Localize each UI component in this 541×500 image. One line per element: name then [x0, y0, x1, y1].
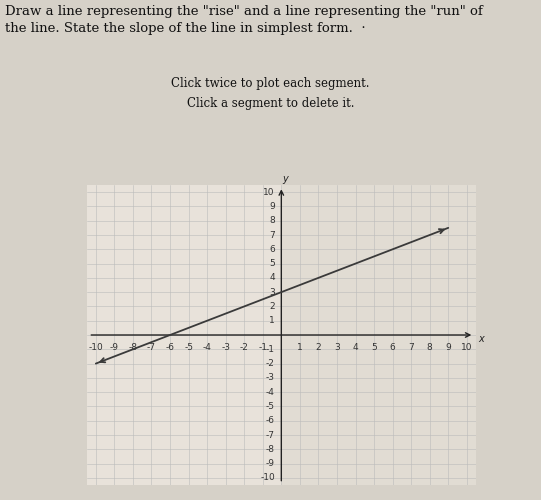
Text: 2: 2 [315, 343, 321, 352]
Text: 5: 5 [371, 343, 377, 352]
Text: 6: 6 [390, 343, 395, 352]
Text: 7: 7 [408, 343, 414, 352]
Text: Click a segment to delete it.: Click a segment to delete it. [187, 98, 354, 110]
Text: -5: -5 [266, 402, 275, 411]
Text: Click twice to plot each segment.: Click twice to plot each segment. [171, 78, 370, 90]
Text: -6: -6 [166, 343, 175, 352]
Text: x: x [478, 334, 484, 344]
Text: -10: -10 [89, 343, 103, 352]
Text: 5: 5 [269, 259, 275, 268]
Text: -3: -3 [266, 374, 275, 382]
Text: -9: -9 [110, 343, 119, 352]
Text: 10: 10 [461, 343, 472, 352]
Text: 2: 2 [269, 302, 275, 311]
Text: 3: 3 [334, 343, 340, 352]
Text: -4: -4 [266, 388, 275, 396]
Text: -10: -10 [260, 474, 275, 482]
Text: -8: -8 [128, 343, 137, 352]
Text: -6: -6 [266, 416, 275, 425]
Text: 4: 4 [353, 343, 358, 352]
Text: Draw a line representing the "rise" and a line representing the "run" of
the lin: Draw a line representing the "rise" and … [5, 5, 483, 35]
Text: y: y [282, 174, 288, 184]
Text: -2: -2 [266, 359, 275, 368]
Text: -1: -1 [266, 345, 275, 354]
Text: -1: -1 [258, 343, 267, 352]
Text: 9: 9 [445, 343, 451, 352]
Text: 3: 3 [269, 288, 275, 296]
Text: -9: -9 [266, 459, 275, 468]
Text: -7: -7 [147, 343, 156, 352]
Text: -5: -5 [184, 343, 193, 352]
Text: -2: -2 [240, 343, 249, 352]
Text: 4: 4 [269, 274, 275, 282]
Text: 7: 7 [269, 230, 275, 239]
Bar [281, 185, 476, 485]
Text: 8: 8 [269, 216, 275, 225]
Text: 6: 6 [269, 245, 275, 254]
Text: -7: -7 [266, 430, 275, 440]
Text: -8: -8 [266, 445, 275, 454]
Text: 8: 8 [427, 343, 433, 352]
Text: 1: 1 [297, 343, 303, 352]
Text: 9: 9 [269, 202, 275, 211]
Text: 10: 10 [263, 188, 275, 196]
Text: 1: 1 [269, 316, 275, 325]
Text: -4: -4 [203, 343, 212, 352]
Text: -3: -3 [221, 343, 230, 352]
